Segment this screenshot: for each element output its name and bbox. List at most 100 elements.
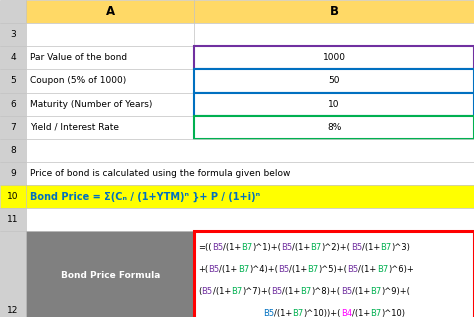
Bar <box>194 69 474 93</box>
Text: B7: B7 <box>370 288 381 296</box>
Text: Price of bond is calculated using the formula given below: Price of bond is calculated using the fo… <box>30 169 290 178</box>
Bar <box>26 0 194 23</box>
Text: +(: +( <box>198 265 208 275</box>
Text: 6: 6 <box>10 100 16 109</box>
Text: B5: B5 <box>201 288 212 296</box>
Text: B5: B5 <box>208 265 219 275</box>
Bar <box>194 23 474 46</box>
Text: /(1+: /(1+ <box>289 265 307 275</box>
Text: /(1+: /(1+ <box>212 288 231 296</box>
Bar <box>0 116 26 139</box>
Bar <box>0 0 26 23</box>
Text: Yield / Interest Rate: Yield / Interest Rate <box>30 123 119 132</box>
Text: B4: B4 <box>341 309 352 317</box>
Text: 1000: 1000 <box>323 53 346 62</box>
Text: Par Value of the bond: Par Value of the bond <box>30 53 127 62</box>
Text: 11: 11 <box>7 215 19 224</box>
Text: 10: 10 <box>328 100 340 109</box>
Bar <box>194 231 474 317</box>
Text: )^1)+(: )^1)+( <box>252 243 281 252</box>
Text: /(1+: /(1+ <box>219 265 237 275</box>
Bar <box>26 208 474 231</box>
Text: 9: 9 <box>10 169 16 178</box>
Text: B: B <box>330 5 338 18</box>
Text: B7: B7 <box>292 309 303 317</box>
Text: B7: B7 <box>310 243 322 252</box>
Text: 50: 50 <box>328 76 340 86</box>
Bar <box>26 139 474 162</box>
Bar <box>26 46 194 69</box>
Text: B7: B7 <box>231 288 242 296</box>
Text: B5: B5 <box>211 243 223 252</box>
Text: 5: 5 <box>10 76 16 86</box>
Text: B7: B7 <box>380 243 391 252</box>
Text: )^10))+(: )^10))+( <box>303 309 341 317</box>
Text: /(1+: /(1+ <box>352 288 370 296</box>
Text: B7: B7 <box>301 288 311 296</box>
Text: /(1+: /(1+ <box>352 309 370 317</box>
Text: )^5)+(: )^5)+( <box>319 265 347 275</box>
Text: B5: B5 <box>341 288 352 296</box>
Text: B7: B7 <box>307 265 319 275</box>
Bar <box>26 185 474 208</box>
Bar <box>194 93 474 116</box>
Bar <box>0 23 26 46</box>
Bar <box>26 93 194 116</box>
Text: /(1+: /(1+ <box>362 243 380 252</box>
Bar <box>26 69 194 93</box>
Text: )^10): )^10) <box>382 309 405 317</box>
Bar <box>26 162 474 185</box>
Text: B5: B5 <box>351 243 362 252</box>
Bar <box>194 231 474 317</box>
Bar <box>0 208 26 231</box>
Text: Maturity (Number of Years): Maturity (Number of Years) <box>30 100 152 109</box>
Bar <box>0 139 26 162</box>
Bar <box>194 93 474 116</box>
Text: 10: 10 <box>7 192 19 201</box>
Text: 12: 12 <box>8 306 18 315</box>
Text: 8: 8 <box>10 146 16 155</box>
Text: /(1+: /(1+ <box>274 309 292 317</box>
Text: /(1+: /(1+ <box>292 243 310 252</box>
Bar <box>194 116 474 139</box>
Text: Coupon (5% of 1000): Coupon (5% of 1000) <box>30 76 126 86</box>
Text: )^4)+(: )^4)+( <box>249 265 278 275</box>
Text: )^8)+(: )^8)+( <box>311 288 341 296</box>
Text: )^2)+(: )^2)+( <box>322 243 351 252</box>
Bar <box>194 46 474 69</box>
Bar <box>0 231 26 317</box>
Bar <box>0 69 26 93</box>
Bar <box>194 69 474 93</box>
Text: A: A <box>106 5 115 18</box>
Text: /(1+: /(1+ <box>358 265 377 275</box>
Bar <box>0 93 26 116</box>
Text: B5: B5 <box>271 288 282 296</box>
Text: (: ( <box>198 288 201 296</box>
Bar <box>194 46 474 69</box>
Bar <box>194 0 474 23</box>
Text: 4: 4 <box>10 53 16 62</box>
Text: )^9)+(: )^9)+( <box>381 288 410 296</box>
Bar <box>0 185 26 208</box>
Text: /(1+: /(1+ <box>282 288 301 296</box>
Bar <box>0 162 26 185</box>
Text: 7: 7 <box>10 123 16 132</box>
Text: B5: B5 <box>278 265 289 275</box>
Text: )^6)+: )^6)+ <box>388 265 414 275</box>
Text: B7: B7 <box>370 309 382 317</box>
Bar <box>26 231 194 317</box>
Bar <box>194 116 474 139</box>
Text: B7: B7 <box>241 243 252 252</box>
Text: B5: B5 <box>281 243 292 252</box>
Text: Bond Price = Σ(Cₙ / (1+YTM)ⁿ }+ P / (1+i)ⁿ: Bond Price = Σ(Cₙ / (1+YTM)ⁿ }+ P / (1+i… <box>30 191 260 202</box>
Text: Bond Price Formula: Bond Price Formula <box>61 271 160 280</box>
Bar <box>26 116 194 139</box>
Text: =((: =(( <box>198 243 211 252</box>
Text: )^7)+(: )^7)+( <box>242 288 271 296</box>
Text: B7: B7 <box>377 265 388 275</box>
Text: B5: B5 <box>347 265 358 275</box>
Bar <box>26 23 194 46</box>
Text: B7: B7 <box>237 265 249 275</box>
Text: )^3): )^3) <box>391 243 410 252</box>
Text: 8%: 8% <box>327 123 341 132</box>
